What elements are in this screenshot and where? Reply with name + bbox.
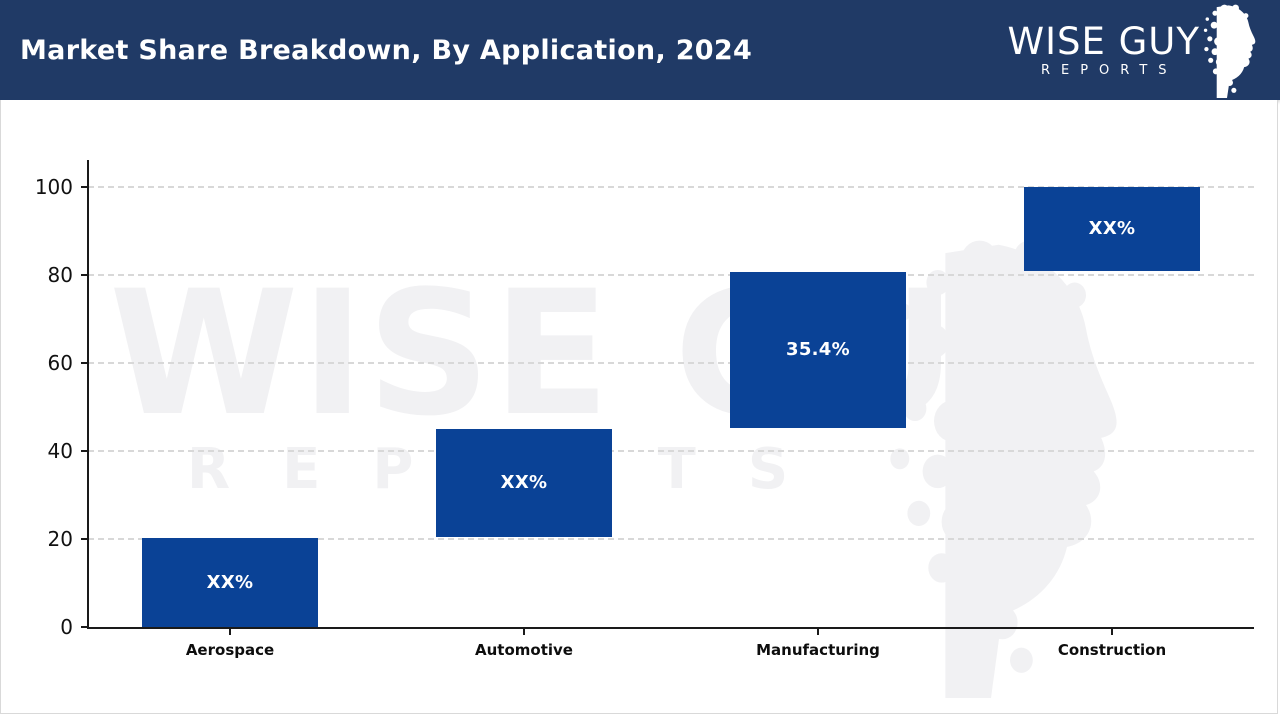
brand-name: WISE GUY [1007, 20, 1200, 63]
bar-aerospace: XX% [142, 537, 318, 627]
bar-construction: XX% [1024, 187, 1200, 271]
y-tick-label-40: 40 [47, 439, 73, 463]
y-tick-60 [81, 362, 88, 364]
gridline-40 [88, 450, 1254, 452]
y-tick-0 [81, 626, 88, 628]
y-tick-label-80: 80 [47, 263, 73, 287]
x-category-label-automotive: Automotive [475, 641, 573, 659]
x-tick-automotive [523, 629, 525, 635]
y-tick-20 [81, 538, 88, 540]
x-tick-construction [1111, 629, 1113, 635]
y-axis-line [87, 160, 89, 629]
bar-value-label-construction: XX% [1088, 218, 1136, 240]
page-title: Market Share Breakdown, By Application, … [20, 34, 753, 66]
x-axis-line [87, 627, 1254, 629]
gridline-100 [88, 186, 1254, 188]
y-tick-label-20: 20 [47, 527, 73, 551]
brand-subname: REPORTS [1040, 63, 1178, 78]
y-tick-80 [81, 274, 88, 276]
bar-value-label-manufacturing: 35.4% [786, 339, 850, 361]
chart-card: WISE GU REPORTS 020406080100XX%Aerospace… [0, 100, 1278, 714]
gridline-20 [88, 538, 1254, 540]
y-tick-label-60: 60 [47, 351, 73, 375]
y-tick-40 [81, 450, 88, 452]
brand-logo-text: WISE GUY REPORTS [1008, 23, 1200, 77]
gridline-60 [88, 362, 1254, 364]
x-category-label-aerospace: Aerospace [185, 641, 275, 659]
bar-value-label-aerospace: XX% [206, 571, 254, 593]
header-bar: Market Share Breakdown, By Application, … [0, 0, 1280, 100]
y-tick-label-100: 100 [34, 175, 73, 199]
bar-value-label-automotive: XX% [500, 472, 548, 494]
x-category-label-manufacturing: Manufacturing [756, 641, 880, 659]
x-tick-aerospace [229, 629, 231, 635]
y-tick-100 [81, 186, 88, 188]
plot-area: 0 20 40 60 80 100 XX% Aerospace XX% Automotive 35.… [1, 100, 1277, 713]
bar-automotive: XX% [436, 429, 612, 537]
x-tick-manufacturing [817, 629, 819, 635]
gridline-80 [88, 274, 1254, 276]
brand-logo: WISE GUY REPORTS [1008, 2, 1280, 98]
bar-manufacturing: 35.4% [730, 271, 906, 428]
x-category-label-construction: Construction [1057, 641, 1167, 659]
y-tick-label-0: 0 [60, 615, 73, 639]
dotted-head-icon [1203, 4, 1256, 98]
